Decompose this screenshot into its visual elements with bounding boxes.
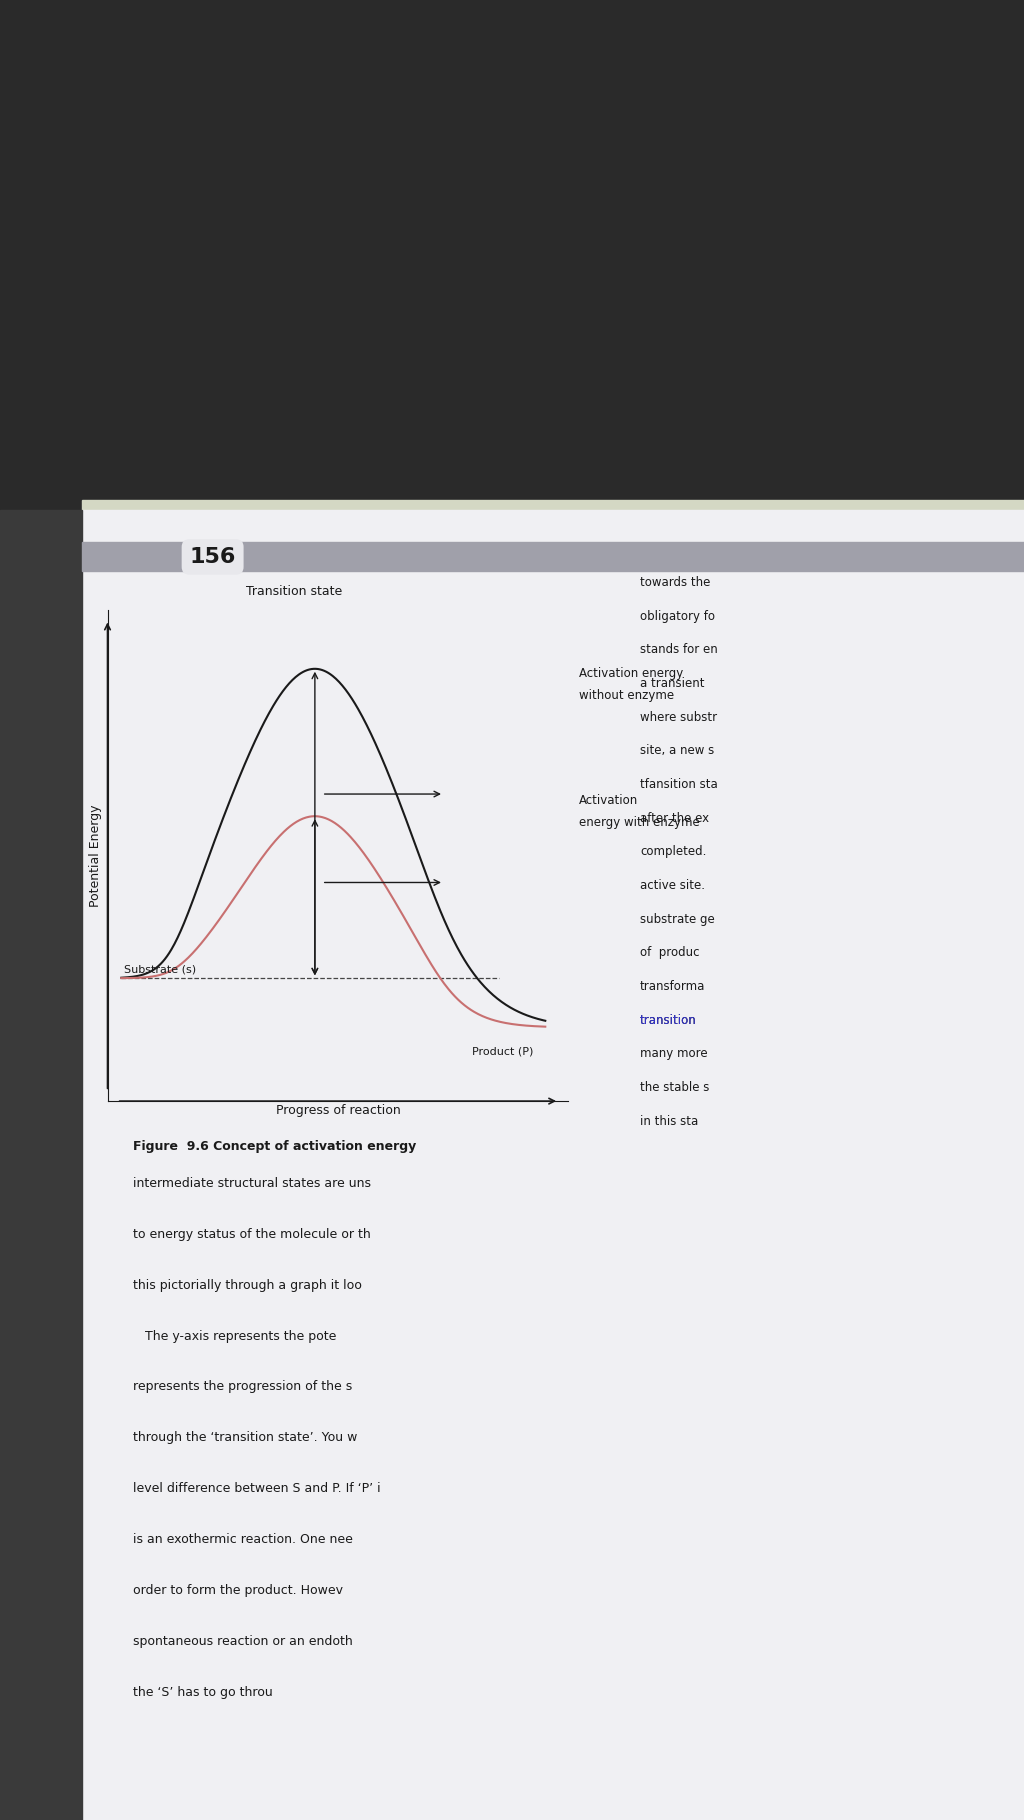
Y-axis label: Potential Energy: Potential Energy	[89, 804, 102, 906]
Text: Transition state: Transition state	[246, 586, 342, 599]
Text: Activation energy: Activation energy	[579, 668, 683, 681]
Text: active site.: active site.	[640, 879, 705, 892]
Bar	[0, 510, 82, 1820]
Bar	[82, 542, 1024, 571]
Text: to energy status of the molecule or th: to energy status of the molecule or th	[133, 1228, 371, 1241]
Text: order to form the product. Howev: order to form the product. Howev	[133, 1585, 343, 1598]
Text: of  produc: of produc	[640, 946, 699, 959]
Text: level difference between S and P. If ‘P’ i: level difference between S and P. If ‘P’…	[133, 1483, 381, 1496]
Bar	[82, 501, 1024, 628]
Bar	[82, 510, 1024, 1820]
Text: towards the: towards the	[640, 577, 711, 590]
Text: obligatory fo: obligatory fo	[640, 610, 715, 622]
Text: transition: transition	[640, 1014, 696, 1026]
Text: after the ex: after the ex	[640, 812, 710, 824]
Text: Substrate (s): Substrate (s)	[124, 965, 196, 974]
Text: substrate ge: substrate ge	[640, 914, 715, 926]
Text: this pictorially through a graph it loo: this pictorially through a graph it loo	[133, 1279, 362, 1292]
Text: intermediate structural states are uns: intermediate structural states are uns	[133, 1178, 371, 1190]
Text: through the ‘transition state’. You w: through the ‘transition state’. You w	[133, 1432, 357, 1445]
Text: is an exothermic reaction. One nee: is an exothermic reaction. One nee	[133, 1534, 353, 1547]
Text: in this sta: in this sta	[640, 1116, 698, 1128]
Text: tfansition sta: tfansition sta	[640, 779, 718, 792]
Text: represents the progression of the s: represents the progression of the s	[133, 1381, 352, 1394]
Text: stands for en: stands for en	[640, 644, 718, 657]
Text: energy with enzyme: energy with enzyme	[579, 817, 699, 830]
Text: without enzyme: without enzyme	[579, 690, 674, 703]
Text: site, a new s: site, a new s	[640, 744, 715, 757]
Text: transforma: transforma	[640, 981, 706, 994]
Text: Activation: Activation	[579, 795, 638, 808]
Text: transition: transition	[640, 1014, 696, 1026]
Bar	[0, 0, 1024, 546]
X-axis label: Progress of reaction: Progress of reaction	[275, 1105, 400, 1117]
Text: a transient: a transient	[640, 677, 705, 690]
Text: completed.: completed.	[640, 846, 707, 859]
Text: the ‘S’ has to go throu: the ‘S’ has to go throu	[133, 1687, 272, 1700]
Text: spontaneous reaction or an endoth: spontaneous reaction or an endoth	[133, 1636, 353, 1649]
Text: the stable s: the stable s	[640, 1081, 710, 1094]
Text: where substr: where substr	[640, 712, 717, 724]
Text: The y-axis represents the pote: The y-axis represents the pote	[133, 1330, 337, 1343]
Text: Figure  9.6 Concept of activation energy: Figure 9.6 Concept of activation energy	[133, 1141, 417, 1154]
Text: Product (P): Product (P)	[472, 1046, 532, 1056]
Text: 156: 156	[189, 548, 236, 566]
Text: many more: many more	[640, 1048, 708, 1061]
